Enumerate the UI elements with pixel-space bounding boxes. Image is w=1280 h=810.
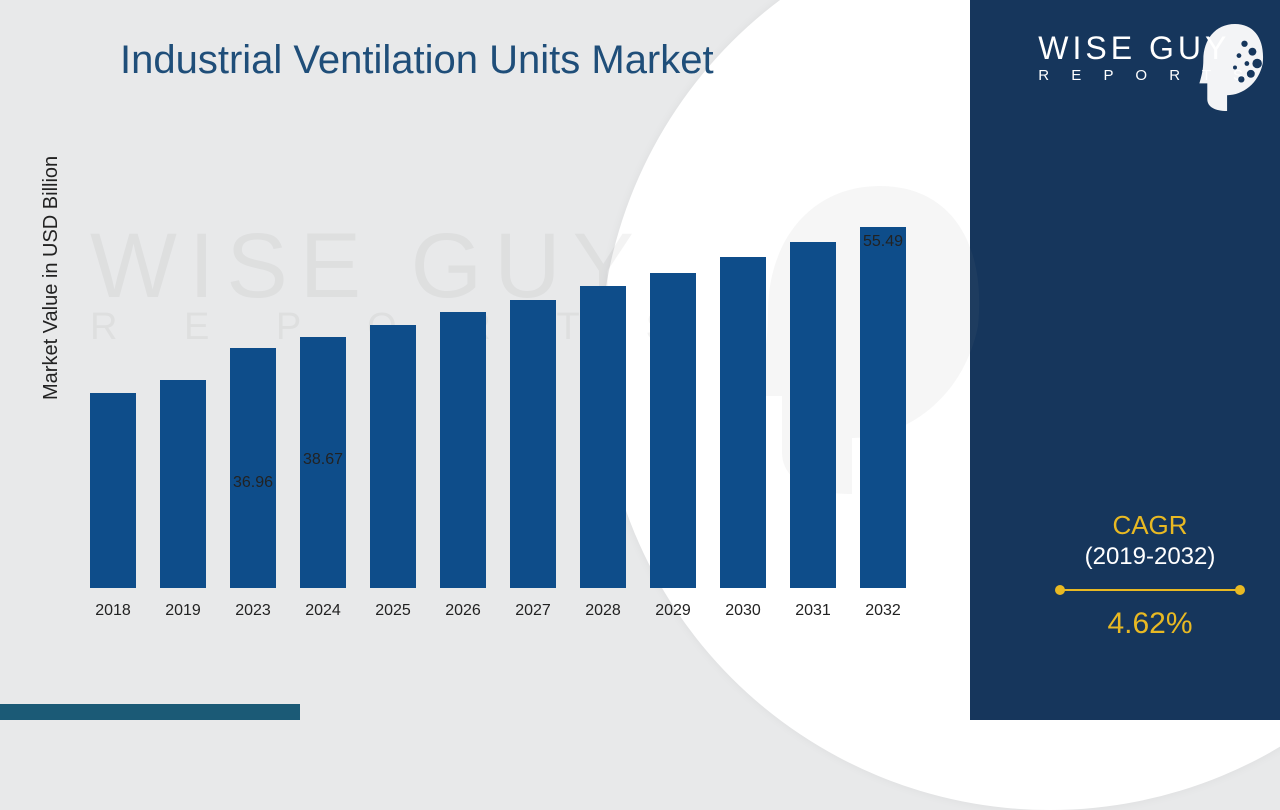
x-axis-label: 2031 — [788, 602, 838, 620]
x-axis-label: 2018 — [88, 602, 138, 620]
bar-value-label: 55.49 — [863, 233, 903, 251]
bars-container: 36.96 38.67 55.49 — [88, 198, 908, 588]
bar — [90, 393, 136, 588]
cagr-years: (2019-2032) — [1020, 543, 1280, 571]
bar-wrap — [508, 300, 558, 588]
bar — [580, 286, 626, 588]
bar-wrap — [788, 242, 838, 588]
bar-value-label: 36.96 — [233, 474, 273, 492]
x-axis-label: 2023 — [228, 602, 278, 620]
bar-wrap — [368, 325, 418, 588]
bar — [370, 325, 416, 588]
bar-wrap — [438, 312, 488, 588]
x-axis-label: 2028 — [578, 602, 628, 620]
bar-wrap — [718, 257, 768, 589]
x-axis-label: 2019 — [158, 602, 208, 620]
cagr-label: CAGR — [1020, 510, 1280, 541]
bar — [860, 227, 906, 588]
y-axis-label: Market Value in USD Billion — [40, 156, 63, 400]
bar-wrap — [88, 393, 138, 588]
cagr-divider — [1060, 589, 1240, 591]
bar — [230, 348, 276, 588]
x-axis-label: 2030 — [718, 602, 768, 620]
x-axis-label: 2024 — [298, 602, 348, 620]
x-axis-label: 2025 — [368, 602, 418, 620]
x-axis-label: 2027 — [508, 602, 558, 620]
bar-wrap: 55.49 — [858, 227, 908, 588]
bottom-accent-bar — [0, 704, 300, 720]
bar-wrap: 38.67 — [298, 337, 348, 588]
bar-wrap — [648, 273, 698, 588]
logo-head-icon — [1195, 20, 1275, 115]
x-axis-label: 2026 — [438, 602, 488, 620]
bar-value-label: 38.67 — [303, 451, 343, 469]
x-axis-label: 2029 — [648, 602, 698, 620]
bar — [510, 300, 556, 588]
bar — [650, 273, 696, 588]
bar-wrap — [158, 380, 208, 588]
bar-wrap: 36.96 — [228, 348, 278, 588]
bar-chart: 36.96 38.67 55.49 2018 2019 2023 2024 2025 2026… — [88, 170, 908, 620]
cagr-value: 4.62% — [1020, 607, 1280, 641]
bar — [790, 242, 836, 588]
bar — [720, 257, 766, 589]
cagr-block: CAGR (2019-2032) 4.62% — [1020, 510, 1280, 641]
x-axis-label: 2032 — [858, 602, 908, 620]
bar — [440, 312, 486, 588]
x-axis-labels: 2018 2019 2023 2024 2025 2026 2027 2028 2029 2030… — [88, 602, 908, 620]
bar — [160, 380, 206, 588]
chart-title: Industrial Ventilation Units Market — [120, 38, 714, 83]
bar-wrap — [578, 286, 628, 588]
